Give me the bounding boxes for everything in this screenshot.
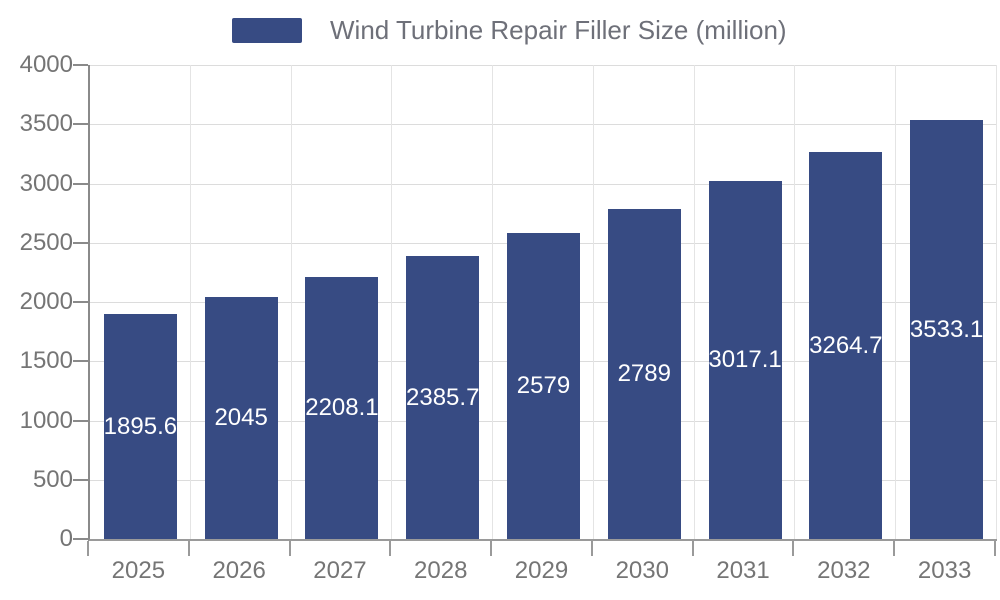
v-gridline [794, 65, 796, 539]
v-gridline [895, 65, 897, 539]
x-tick-label: 2026 [212, 557, 266, 584]
bar-2030[interactable]: 2789 [607, 208, 681, 539]
x-tick-label: 2031 [716, 557, 770, 584]
legend-swatch [232, 17, 302, 43]
x-tick-label: 2027 [313, 557, 367, 584]
bar-value-label: 3017.1 [708, 346, 782, 374]
bar-2026[interactable]: 2045 [204, 296, 278, 539]
y-tick-mark [73, 301, 88, 303]
x-tick-label: 2030 [615, 557, 669, 584]
y-tick-label: 3500 [19, 110, 73, 138]
y-tick-label: 1500 [19, 347, 73, 375]
y-tick-label: 3000 [19, 169, 73, 197]
v-gridline [290, 65, 292, 539]
y-tick-mark [73, 241, 88, 244]
x-tick-label: 2032 [817, 557, 871, 584]
y-tick-label: 4000 [19, 51, 73, 78]
y-tick-label: 0 [59, 525, 73, 552]
plot-area: 1895.6 2045 2208.1 2385.7 2579 2789 3017.1 3264… [88, 65, 997, 541]
x-tick-mark [994, 541, 996, 556]
v-gridline [693, 65, 695, 539]
bar-2029[interactable]: 2579 [507, 233, 580, 539]
x-tick-mark [893, 541, 896, 556]
bar-2025[interactable]: 1895.6 [104, 314, 177, 539]
x-tick-label: 2029 [514, 557, 569, 584]
legend-item[interactable]: Wind Turbine Repair Filler Size (million… [232, 12, 787, 48]
legend-label: Wind Turbine Repair Filler Size (million… [330, 14, 787, 45]
y-tick-mark [73, 123, 88, 126]
y-tick-mark [73, 478, 88, 481]
bar-2027[interactable]: 2208.1 [305, 277, 379, 539]
bar-2031[interactable]: 3017.1 [708, 181, 782, 539]
x-tick-label: 2025 [111, 557, 166, 584]
x-tick-mark [187, 541, 190, 556]
bar-value-label: 2208.1 [305, 394, 379, 422]
v-gridline [391, 65, 393, 539]
bar-value-label: 2789 [617, 359, 671, 387]
h-gridline [90, 183, 997, 185]
v-gridline [592, 65, 594, 539]
x-tick-label: 2033 [917, 557, 972, 584]
x-tick-mark [490, 541, 493, 556]
y-tick-mark [73, 64, 88, 66]
y-tick-label: 500 [32, 465, 73, 493]
y-tick-label: 2000 [19, 288, 73, 315]
bar-value-label: 1895.6 [103, 412, 178, 440]
bar-2028[interactable]: 2385.7 [406, 256, 479, 539]
y-tick-mark [73, 360, 88, 363]
v-gridline [996, 65, 997, 539]
x-tick-label: 2028 [414, 557, 468, 584]
x-tick-mark [792, 541, 795, 556]
x-tick-mark [691, 541, 694, 556]
x-tick-mark [590, 541, 593, 556]
h-gridline [90, 65, 997, 66]
y-tick-mark [73, 538, 88, 540]
x-tick-mark [389, 541, 392, 556]
h-gridline [90, 124, 997, 126]
y-tick-mark [73, 419, 88, 422]
bar-value-label: 2579 [516, 372, 571, 400]
bar-value-label: 3533.1 [909, 315, 984, 343]
bar-value-label: 3264.7 [809, 331, 883, 359]
x-tick-mark [288, 541, 291, 556]
v-gridline [189, 65, 191, 539]
bar-2033[interactable]: 3533.1 [910, 120, 983, 539]
y-tick-label: 2500 [19, 228, 73, 256]
v-gridline [492, 65, 494, 539]
bar-value-label: 2385.7 [406, 383, 480, 411]
bar-2032[interactable]: 3264.7 [809, 152, 883, 539]
y-tick-label: 1000 [19, 406, 73, 434]
bar-value-label: 2045 [214, 403, 268, 431]
x-tick-mark [87, 541, 89, 556]
y-tick-mark [73, 182, 88, 185]
